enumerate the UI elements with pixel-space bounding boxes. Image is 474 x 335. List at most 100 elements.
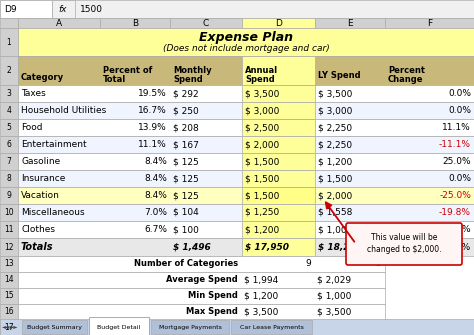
Text: $ 1,000: $ 1,000 bbox=[317, 291, 351, 300]
Text: 9: 9 bbox=[375, 260, 381, 268]
Bar bbox=[242, 153, 315, 170]
Bar bbox=[18, 85, 474, 102]
Bar bbox=[18, 288, 385, 304]
Text: 6.7%: 6.7% bbox=[144, 225, 167, 234]
Text: 13: 13 bbox=[4, 260, 14, 268]
Text: Expense Plan: Expense Plan bbox=[199, 30, 293, 44]
FancyBboxPatch shape bbox=[346, 223, 462, 265]
Text: Car Lease Payments: Car Lease Payments bbox=[240, 325, 303, 330]
Text: ◄◄: ◄◄ bbox=[2, 325, 10, 330]
Text: -1.7%: -1.7% bbox=[445, 243, 471, 252]
Text: 8.4%: 8.4% bbox=[144, 174, 167, 183]
Text: $ 3,500: $ 3,500 bbox=[244, 308, 278, 317]
Text: $ 125: $ 125 bbox=[173, 174, 199, 183]
Text: LY Spend: LY Spend bbox=[318, 70, 361, 79]
Text: B: B bbox=[132, 18, 138, 27]
Text: This value will be: This value will be bbox=[371, 232, 437, 242]
Text: $ 208: $ 208 bbox=[173, 123, 199, 132]
Text: D: D bbox=[275, 18, 282, 27]
Bar bbox=[0, 85, 18, 102]
Text: Min Spend: Min Spend bbox=[188, 291, 238, 300]
Text: Household Utilities: Household Utilities bbox=[21, 106, 106, 115]
Text: F: F bbox=[427, 18, 432, 27]
Bar bbox=[52, 0, 75, 18]
Bar bbox=[18, 136, 474, 153]
Text: $ 100: $ 100 bbox=[173, 225, 199, 234]
Bar bbox=[18, 102, 474, 119]
Bar bbox=[242, 187, 315, 204]
Bar bbox=[242, 170, 315, 187]
Text: $ 2,500: $ 2,500 bbox=[245, 123, 279, 132]
Text: Percent of: Percent of bbox=[103, 66, 152, 74]
Text: Entertainment: Entertainment bbox=[21, 140, 87, 149]
Text: 10: 10 bbox=[4, 208, 14, 217]
Text: $ 1,200: $ 1,200 bbox=[318, 157, 352, 166]
Bar bbox=[18, 204, 474, 221]
Bar bbox=[89, 317, 149, 335]
Bar bbox=[0, 170, 18, 187]
Bar bbox=[170, 18, 242, 28]
Text: 17: 17 bbox=[4, 323, 14, 332]
Text: Food: Food bbox=[21, 123, 43, 132]
Bar bbox=[100, 18, 170, 28]
Text: $ 2,250: $ 2,250 bbox=[318, 140, 352, 149]
Text: $ 250: $ 250 bbox=[173, 106, 199, 115]
Bar bbox=[0, 304, 18, 320]
Bar bbox=[18, 170, 474, 187]
Bar bbox=[0, 288, 18, 304]
Bar bbox=[18, 18, 100, 28]
Bar bbox=[18, 272, 385, 288]
Text: -25.0%: -25.0% bbox=[439, 191, 471, 200]
Text: $ 1,500: $ 1,500 bbox=[245, 191, 279, 200]
Text: $ 3,500: $ 3,500 bbox=[318, 89, 352, 98]
Text: $ 167: $ 167 bbox=[173, 140, 199, 149]
Text: 1500: 1500 bbox=[80, 4, 103, 13]
Text: $ 1,200: $ 1,200 bbox=[244, 291, 278, 300]
Text: $ 1,000: $ 1,000 bbox=[318, 225, 352, 234]
Bar bbox=[242, 18, 315, 28]
Bar bbox=[0, 221, 18, 238]
Text: Number of Categories: Number of Categories bbox=[134, 260, 238, 268]
Text: Gasoline: Gasoline bbox=[21, 157, 60, 166]
Bar bbox=[0, 0, 474, 18]
Text: 2: 2 bbox=[7, 66, 11, 75]
Bar bbox=[242, 136, 315, 153]
Text: $ 3,500: $ 3,500 bbox=[317, 308, 351, 317]
Text: $ 3,500: $ 3,500 bbox=[245, 89, 279, 98]
Bar bbox=[242, 102, 315, 119]
Text: $ 1,496: $ 1,496 bbox=[173, 243, 211, 252]
Text: Monthly: Monthly bbox=[173, 66, 211, 74]
Text: 3: 3 bbox=[7, 89, 11, 98]
Bar bbox=[18, 28, 474, 56]
Bar bbox=[0, 0, 52, 18]
Text: 20.0%: 20.0% bbox=[442, 225, 471, 234]
Text: $ 1,250: $ 1,250 bbox=[245, 208, 279, 217]
Text: $ 1,500: $ 1,500 bbox=[245, 157, 279, 166]
Text: $ 2,250: $ 2,250 bbox=[318, 123, 352, 132]
Text: Taxes: Taxes bbox=[21, 89, 46, 98]
Text: Budget Detail: Budget Detail bbox=[98, 325, 141, 330]
Text: 8.4%: 8.4% bbox=[144, 191, 167, 200]
Text: Percent: Percent bbox=[388, 66, 425, 74]
Text: $ 2,029: $ 2,029 bbox=[317, 275, 351, 284]
Text: 1: 1 bbox=[7, 38, 11, 47]
Bar bbox=[242, 56, 315, 85]
Text: Spend: Spend bbox=[245, 74, 275, 83]
Text: 19.5%: 19.5% bbox=[138, 89, 167, 98]
Bar bbox=[0, 18, 18, 28]
Bar bbox=[0, 319, 474, 335]
Text: 0.0%: 0.0% bbox=[448, 89, 471, 98]
Text: Annual: Annual bbox=[245, 66, 278, 74]
Text: $ 1,500: $ 1,500 bbox=[245, 174, 279, 183]
Bar bbox=[18, 56, 474, 85]
Bar bbox=[0, 320, 18, 334]
Text: Miscellaneous: Miscellaneous bbox=[21, 208, 85, 217]
Bar bbox=[315, 18, 385, 28]
Text: 12: 12 bbox=[4, 243, 14, 252]
Text: Totals: Totals bbox=[21, 242, 54, 252]
Text: 11.1%: 11.1% bbox=[442, 123, 471, 132]
Text: A: A bbox=[56, 18, 62, 27]
Text: (Does not include mortgage and car): (Does not include mortgage and car) bbox=[163, 44, 329, 53]
Text: 9: 9 bbox=[7, 191, 11, 200]
Text: 7: 7 bbox=[7, 157, 11, 166]
